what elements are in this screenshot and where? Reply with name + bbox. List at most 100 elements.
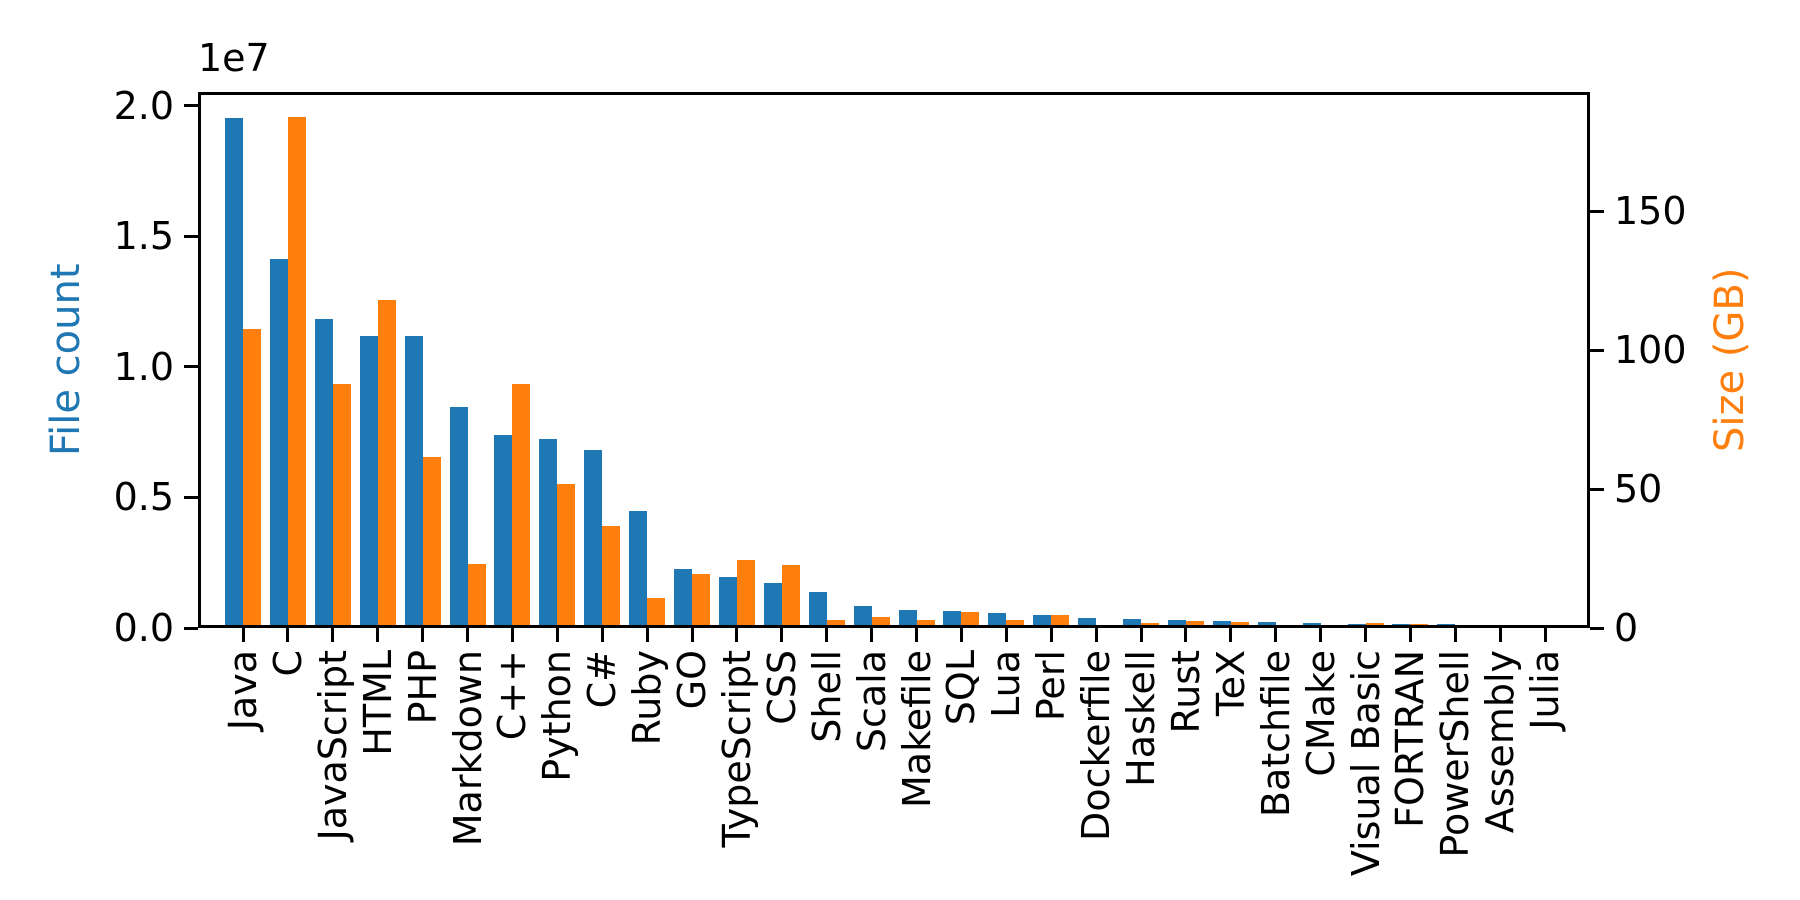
x-tick-label-c: C: [265, 650, 310, 677]
bar-file-count: [1078, 618, 1097, 628]
bar-file-count: [988, 612, 1007, 628]
x-axis-tick: [286, 628, 290, 642]
x-axis-tick: [1274, 628, 1278, 642]
x-axis-tick: [915, 628, 918, 642]
x-axis-tick: [1004, 628, 1008, 642]
bar-size-gb: [961, 612, 980, 628]
x-tick-label-batchfile: Batchfile: [1253, 650, 1298, 818]
bar-size-gb: [692, 574, 710, 628]
right-axis-tick: [1590, 626, 1604, 630]
x-axis-tick: [735, 628, 739, 642]
bar-file-count: [1347, 623, 1366, 628]
right-axis-tick-label: 150: [1614, 189, 1687, 234]
x-tick-label-powershell: PowerShell: [1433, 650, 1478, 858]
bar-size-gb: [916, 619, 935, 628]
x-axis-tick: [1364, 628, 1367, 642]
bar-size-gb: [871, 617, 890, 628]
x-tick-label-css: CSS: [759, 650, 804, 725]
left-axis-tick: [184, 626, 198, 630]
bar-file-count: [539, 439, 558, 628]
bar-size-gb: [1545, 627, 1564, 628]
x-tick-label-java: Java: [221, 650, 265, 731]
bar-file-count: [404, 336, 423, 628]
bar-file-count: [225, 117, 243, 628]
x-tick-label-assembly: Assembly: [1478, 650, 1523, 834]
bar-file-count: [269, 258, 288, 628]
bar-size-gb: [467, 563, 486, 628]
x-axis-tick: [1184, 628, 1188, 642]
bar-size-gb: [826, 619, 845, 628]
bar-size-gb: [1185, 620, 1204, 628]
bar-file-count: [584, 450, 603, 628]
bar-size-gb: [422, 457, 441, 628]
x-axis-tick: [1139, 628, 1143, 642]
x-tick-label-c-: C++: [490, 650, 535, 741]
x-tick-label-tex: TeX: [1208, 650, 1253, 717]
right-axis-title: Size (GB): [1707, 267, 1753, 453]
bar-file-count: [449, 406, 468, 628]
bar-file-count: [1167, 619, 1186, 628]
bar-file-count: [359, 336, 378, 628]
bar-size-gb: [1320, 626, 1339, 628]
bar-size-gb: [602, 525, 621, 628]
bar-file-count: [1212, 621, 1231, 628]
x-tick-label-rust: Rust: [1163, 650, 1208, 734]
x-tick-label-dockerfile: Dockerfile: [1074, 650, 1119, 841]
x-axis-tick: [1049, 628, 1053, 642]
bar-file-count: [1123, 619, 1141, 628]
left-axis-tick: [184, 365, 198, 369]
x-tick-label-shell: Shell: [804, 650, 849, 743]
x-tick-label-sql: SQL: [939, 650, 984, 726]
x-tick-label-typescript: TypeScript: [714, 650, 759, 848]
x-axis-tick: [1319, 628, 1323, 642]
x-tick-label-makefile: Makefile: [894, 650, 939, 808]
x-axis-tick: [1229, 628, 1233, 642]
right-axis-tick: [1590, 487, 1604, 491]
left-axis-tick: [184, 495, 198, 499]
x-tick-label-php: PHP: [400, 650, 445, 725]
left-axis-tick-label: 0.0: [113, 606, 174, 650]
x-tick-label-scala: Scala: [849, 650, 894, 753]
bar-file-count: [718, 577, 737, 628]
x-tick-label-javascript: JavaScript: [310, 650, 355, 841]
bar-file-count: [674, 568, 692, 628]
bar-file-count: [1257, 621, 1276, 628]
bar-size-gb: [1410, 623, 1429, 628]
x-axis-tick: [825, 628, 829, 642]
bar-size-gb: [1230, 622, 1249, 628]
bar-file-count: [629, 511, 648, 628]
bar-size-gb: [1500, 625, 1519, 628]
left-axis-tick: [184, 234, 198, 238]
bar-size-gb: [736, 559, 755, 628]
bar-size-gb: [781, 565, 800, 628]
x-tick-label-lua: Lua: [984, 650, 1029, 718]
x-axis-tick: [376, 628, 380, 642]
x-tick-label-perl: Perl: [1029, 650, 1074, 722]
x-axis-tick: [1498, 628, 1502, 642]
x-tick-label-cmake: CMake: [1298, 650, 1343, 777]
bar-size-gb: [647, 597, 666, 628]
x-tick-label-go: GO: [670, 650, 714, 710]
bar-file-count: [314, 318, 333, 628]
x-axis-tick: [645, 628, 649, 642]
x-axis-tick: [1543, 628, 1547, 642]
bar-file-count: [763, 582, 782, 628]
x-axis-tick: [780, 628, 784, 642]
bar-file-count: [1527, 626, 1546, 628]
left-axis-offset-label: 1e7: [198, 36, 270, 80]
bar-size-gb: [1006, 620, 1025, 628]
x-tick-label-ruby: Ruby: [625, 650, 670, 746]
x-tick-label-python: Python: [535, 650, 580, 782]
left-axis-tick-label: 1.5: [113, 214, 174, 259]
x-tick-label-haskell: Haskell: [1119, 650, 1163, 787]
bar-size-gb: [287, 117, 306, 628]
x-tick-label-markdown: Markdown: [445, 650, 490, 847]
left-axis-tick-label: 1.0: [113, 344, 174, 389]
x-axis-tick: [421, 628, 425, 642]
x-axis-tick: [959, 628, 963, 642]
x-axis-tick: [466, 628, 469, 642]
right-axis-tick: [1590, 209, 1604, 213]
bar-size-gb: [1275, 626, 1294, 628]
bar-file-count: [808, 591, 827, 628]
bar-file-count: [853, 606, 872, 628]
